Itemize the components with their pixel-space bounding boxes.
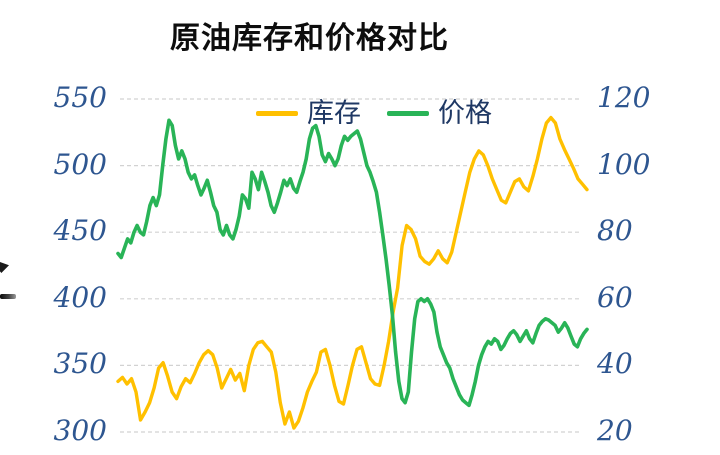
y-axis-left-tick-label: 300 xyxy=(53,414,107,447)
y-axis-left-tick-label: 500 xyxy=(53,147,107,181)
legend-label-price: 价格 xyxy=(438,98,492,128)
legend: 库存 价格 xyxy=(256,100,492,127)
legend-item-price: 价格 xyxy=(387,100,492,127)
y-axis-left-tick-label: 350 xyxy=(53,347,107,381)
y-axis-left-tick-label: 450 xyxy=(53,214,107,248)
legend-label-inventory: 库存 xyxy=(307,98,361,128)
y-axis-left-tick-label: 550 xyxy=(53,81,107,114)
y-axis-right-tick-label: 20 xyxy=(597,414,633,447)
inventory-line-series xyxy=(116,115,589,430)
y-axis-right-tick-label: 40 xyxy=(597,347,633,381)
clipped-edge-artifact-arrow xyxy=(0,262,9,273)
y-axis-right-tick-label: 60 xyxy=(597,280,633,314)
price-line-swatch xyxy=(387,111,429,116)
price-line-series xyxy=(116,118,589,408)
chart-title: 原油库存和价格对比 xyxy=(170,22,449,55)
legend-item-inventory: 库存 xyxy=(256,100,361,127)
y-axis-left-tick-label: 400 xyxy=(53,280,107,314)
y-axis-right-tick-label: 100 xyxy=(597,147,651,181)
inventory-line-swatch xyxy=(256,111,298,116)
y-axis-right-tick-label: 120 xyxy=(597,81,651,114)
y-axis-right-tick-label: 80 xyxy=(597,214,633,248)
clipped-edge-artifact-dash xyxy=(0,294,16,299)
